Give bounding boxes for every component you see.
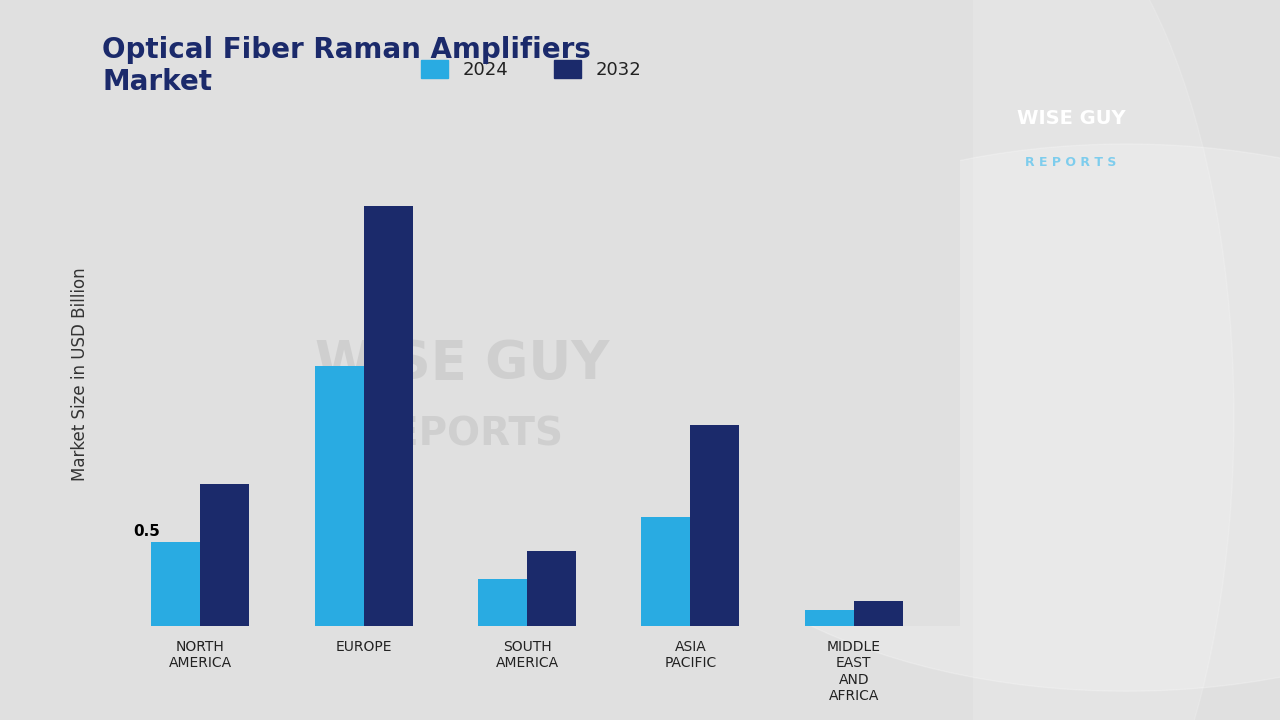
Bar xyxy=(805,610,854,626)
Bar xyxy=(315,366,364,626)
Bar xyxy=(151,542,201,626)
Text: WISE GUY: WISE GUY xyxy=(315,338,609,390)
Text: 0.5: 0.5 xyxy=(133,523,160,539)
Text: Optical Fiber Raman Amplifiers
Market: Optical Fiber Raman Amplifiers Market xyxy=(102,36,591,96)
Bar xyxy=(641,517,690,626)
Bar xyxy=(364,207,412,626)
Bar xyxy=(690,425,740,626)
Text: R E P O R T S: R E P O R T S xyxy=(1025,156,1116,168)
Text: REPORTS: REPORTS xyxy=(362,416,563,454)
Bar xyxy=(854,601,902,626)
Text: WISE GUY: WISE GUY xyxy=(1016,109,1125,128)
Legend: 2024, 2032: 2024, 2032 xyxy=(412,51,650,88)
Circle shape xyxy=(640,144,1280,691)
Y-axis label: Market Size in USD Billion: Market Size in USD Billion xyxy=(70,268,88,481)
Bar xyxy=(479,580,527,626)
Bar xyxy=(527,551,576,626)
Circle shape xyxy=(773,0,1234,720)
Bar xyxy=(201,484,250,626)
